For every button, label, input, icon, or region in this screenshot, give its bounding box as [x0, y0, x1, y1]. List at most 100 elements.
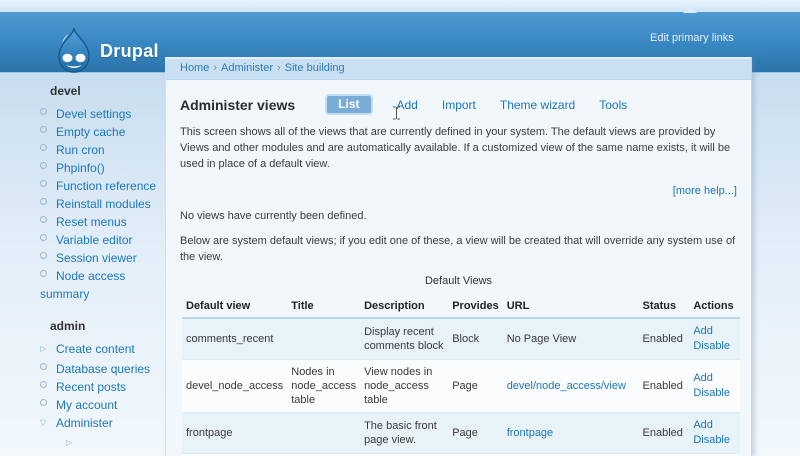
sidebar-link-reset-menus[interactable]: Reset menus	[56, 215, 127, 229]
sidebar-item-variable-editor: Variable editor	[40, 231, 166, 249]
bullet-circle-icon	[40, 231, 56, 249]
sidebar-link-node-access-summary[interactable]: Node access summary	[40, 269, 126, 301]
sidebar-item-run-cron: Run cron	[40, 141, 166, 159]
sidebar-item-create-content: Create content	[40, 340, 166, 360]
collapsed-triangle-icon	[40, 340, 56, 360]
table-row-comments-recent: comments_recent Display recent comments …	[182, 318, 740, 360]
sidebar-item-function-reference: Function reference	[40, 177, 166, 195]
table-header-row: Default view Title Description Provides …	[182, 295, 740, 319]
tab-add[interactable]: Add	[396, 97, 418, 112]
cell-title: Nodes in node_access table	[287, 359, 361, 413]
table-row-taxonomy-term: taxonomy_term Taxonomy The taxonomy view…	[182, 453, 740, 456]
table-caption: Default Views	[424, 275, 493, 287]
cell-title	[287, 412, 361, 454]
sidebar-link-run-cron[interactable]: Run cron	[56, 143, 105, 157]
sidebar-link-create-content[interactable]: Create content	[56, 342, 135, 356]
tab-tools[interactable]: Tools	[599, 97, 628, 112]
cell-description: View nodes in node_access table	[360, 359, 449, 413]
bullet-circle-icon	[40, 123, 56, 141]
col-header-actions: Actions	[689, 295, 740, 319]
action-add-link[interactable]: Add	[693, 419, 713, 431]
tab-theme-wizard[interactable]: Theme wizard	[499, 97, 576, 112]
cell-status: Enabled	[638, 412, 690, 454]
bullet-circle-icon	[40, 177, 56, 195]
panel-body: Administer views List Add Import Theme w…	[166, 80, 751, 456]
cell-view-name: devel_node_access	[182, 359, 288, 413]
table-row-devel-node-access: devel_node_access Nodes in node_access t…	[182, 359, 740, 413]
sidebar-link-administer[interactable]: Administer	[56, 416, 113, 430]
sidebar-item-devel-settings: Devel settings	[40, 105, 166, 123]
action-add-link[interactable]: Add	[693, 372, 713, 384]
sidebar-item-administer: Administer Content management Site build…	[40, 414, 166, 456]
cell-description: The taxonomy view with a depth of 0.	[360, 453, 449, 456]
action-disable-link[interactable]: Disable	[693, 340, 730, 352]
cell-description: Display recent comments block	[360, 318, 449, 360]
action-disable-link[interactable]: Disable	[693, 387, 730, 399]
help-section: This screen shows all of the views that …	[180, 124, 737, 265]
drupal-logo-icon[interactable]	[54, 26, 94, 83]
bullet-circle-icon	[40, 249, 56, 267]
sidebar-menu-admin: Create content Database queries Recent p…	[40, 340, 166, 456]
bullet-circle-icon	[40, 378, 56, 396]
cell-view-name: comments_recent	[182, 318, 288, 360]
more-help-link[interactable]: [more help...]	[672, 185, 737, 197]
bullet-circle-icon	[40, 213, 56, 231]
sidebar-link-devel-settings[interactable]: Devel settings	[56, 107, 132, 121]
sidebar-menu-devel: Devel settings Empty cache Run cron Phpi…	[40, 105, 166, 303]
breadcrumb-separator: ›	[213, 62, 218, 74]
sidebar-link-database-queries[interactable]: Database queries	[56, 362, 151, 376]
sidebar-link-reinstall-modules[interactable]: Reinstall modules	[56, 197, 151, 211]
sidebar-item-empty-cache: Empty cache	[40, 123, 166, 141]
sidebar-link-session-viewer[interactable]: Session viewer	[56, 251, 137, 265]
sidebar-link-variable-editor[interactable]: Variable editor	[56, 233, 133, 247]
sidebar-item-my-account: My account	[40, 396, 166, 414]
breadcrumb-separator: ›	[276, 62, 281, 74]
sidebar-link-recent-posts[interactable]: Recent posts	[56, 380, 127, 394]
bullet-circle-icon	[40, 105, 56, 123]
cell-description: The basic front page view.	[360, 412, 449, 454]
cell-status: Enabled	[638, 318, 690, 360]
cell-url: devel/node_access/view	[502, 359, 639, 413]
cell-view-name: taxonomy_term	[182, 453, 288, 456]
tab-import[interactable]: Import	[441, 97, 476, 112]
bullet-circle-icon	[40, 396, 56, 414]
sidebar-item-recent-posts: Recent posts	[40, 378, 166, 396]
breadcrumb-link-home[interactable]: Home	[180, 62, 210, 74]
no-views-text: No views have currently been defined.	[180, 210, 367, 222]
brand-title[interactable]: Drupal	[100, 41, 159, 61]
main-panel: Home › Administer › Site building Administer…	[165, 57, 752, 456]
breadcrumb-link-administer[interactable]: Administer	[221, 62, 273, 74]
sidebar-item-session-viewer: Session viewer	[40, 249, 166, 267]
cell-title: Taxonomy	[287, 453, 361, 456]
cell-actions: Add Enable	[689, 453, 740, 456]
views-table: Default view Title Description Provides …	[182, 295, 740, 456]
sidebar-link-phpinfo[interactable]: Phpinfo()	[56, 161, 105, 175]
url-link[interactable]: devel/node_access/view	[506, 380, 626, 392]
cell-actions: Add Disable	[689, 412, 740, 454]
text-cursor-icon	[392, 106, 401, 125]
sidebar: devel Devel settings Empty cache Run cro…	[40, 84, 166, 456]
action-add-link[interactable]: Add	[693, 325, 713, 337]
sidebar-submenu-administer: Content management Site building	[66, 434, 166, 456]
default-views-note: Below are system default views; if you e…	[180, 235, 736, 263]
table-row-frontpage: frontpage The basic front page view. Pag…	[182, 412, 740, 454]
breadcrumb: Home › Administer › Site building	[166, 57, 751, 80]
sidebar-link-function-reference[interactable]: Function reference	[56, 179, 157, 193]
tab-bar: List Add Import Theme wizard Tools	[325, 94, 627, 115]
cell-provides: Page	[448, 453, 503, 456]
cell-status: Enabled	[638, 359, 690, 413]
sidebar-link-my-account[interactable]: My account	[56, 398, 118, 412]
action-disable-link[interactable]: Disable	[693, 434, 730, 446]
col-header-status: Status	[638, 295, 690, 319]
sidebar-link-empty-cache[interactable]: Empty cache	[56, 125, 126, 139]
breadcrumb-link-site-building[interactable]: Site building	[284, 62, 345, 74]
sidebar-item-node-access-summary: Node access summary	[40, 267, 166, 303]
cell-title	[287, 318, 361, 360]
edit-primary-links-link[interactable]: Edit primary links	[650, 32, 734, 44]
sidebar-item-reset-menus: Reset menus	[40, 213, 166, 231]
sidebar-item-database-queries: Database queries	[40, 360, 166, 378]
arrow-up-icon	[683, 5, 697, 13]
tab-list[interactable]: List	[325, 94, 373, 115]
url-link[interactable]: frontpage	[506, 427, 554, 439]
